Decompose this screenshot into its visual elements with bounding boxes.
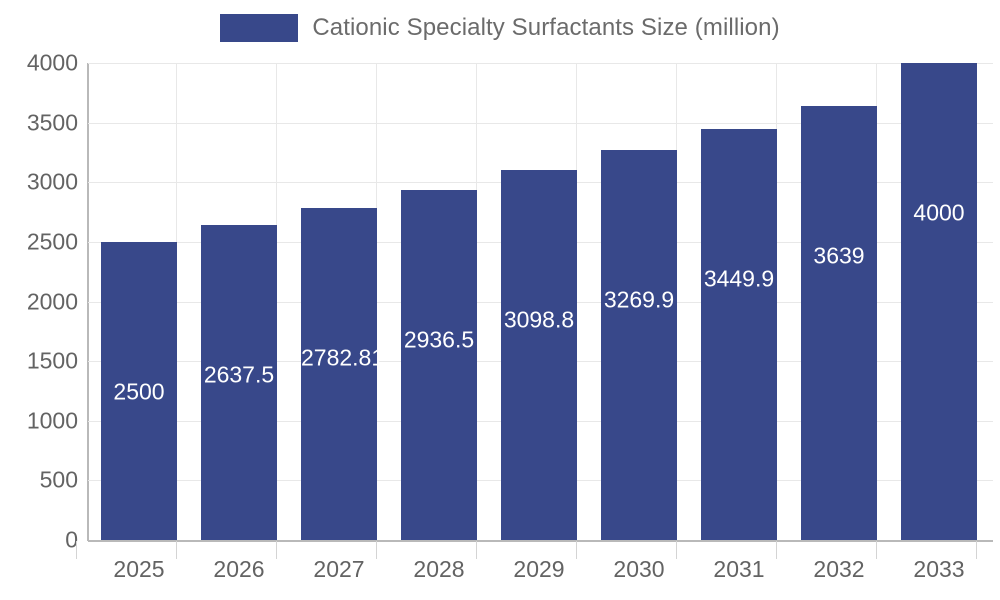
bar-item[interactable]: 4000 — [901, 63, 977, 540]
x-axis-tick-mark — [876, 541, 877, 559]
x-axis-tick-mark — [476, 541, 477, 559]
y-axis-tick-label: 4000 — [26, 49, 78, 76]
bar-rect[interactable] — [801, 106, 877, 540]
x-axis-tick-label: 2032 — [813, 556, 865, 582]
bar-series: 2500 2637.5 2782.81 2936.5 3098.8 3269.9 3449.… — [88, 63, 993, 540]
bar-item[interactable]: 3639 — [801, 63, 877, 540]
x-axis-tick-label: 2026 — [213, 556, 265, 582]
bar-item[interactable]: 2500 — [101, 63, 177, 540]
chart-legend: Cationic Specialty Surfactants Size (mil… — [0, 10, 1000, 46]
y-axis-tick-labels: 0 500 1000 1500 2000 2500 3000 3500 4000 — [0, 50, 86, 553]
bar-rect[interactable] — [301, 208, 377, 540]
y-axis-tick-label: 2000 — [26, 288, 78, 314]
bar-value-label: 2936.5 — [403, 326, 475, 353]
x-axis-tick-label: 2031 — [713, 556, 765, 582]
x-axis-tick-label: 2027 — [313, 556, 365, 582]
bar-rect[interactable] — [901, 63, 977, 540]
x-axis-tick-mark — [576, 541, 577, 559]
plot-area: 2500 2637.5 2782.81 2936.5 3098.8 3269.9 3449.… — [88, 63, 993, 542]
x-axis-tick-label: 2028 — [413, 556, 465, 582]
y-axis-tick-label: 3500 — [26, 109, 78, 136]
y-axis-tick-label: 2500 — [26, 228, 78, 255]
legend-color-swatch — [220, 14, 299, 42]
bar-rect[interactable] — [401, 189, 477, 540]
bar-item[interactable]: 3098.8 — [501, 63, 577, 540]
gridline — [88, 540, 993, 542]
bar-item[interactable]: 2637.5 — [201, 63, 277, 540]
bar-value-label: 2637.5 — [203, 361, 275, 388]
bar-rect[interactable] — [601, 150, 677, 540]
x-axis-tick-mark — [776, 541, 777, 559]
y-axis-tick-label: 0 — [65, 526, 78, 553]
x-axis-tick-mark — [676, 541, 677, 559]
legend-label: Cationic Specialty Surfactants Size (mil… — [312, 14, 780, 41]
y-axis-tick-label: 1500 — [26, 347, 78, 374]
bar-rect[interactable] — [501, 170, 577, 540]
bar-value-label: 2500 — [113, 378, 165, 405]
y-axis-tick-label: 1000 — [26, 407, 78, 434]
bar-value-label: 3639 — [813, 242, 865, 269]
gridline — [88, 122, 993, 124]
legend-item-cationic-specialty-surfactants[interactable]: Cationic Specialty Surfactants Size (mil… — [220, 14, 780, 42]
bar-rect[interactable] — [701, 128, 777, 540]
x-axis-tick-label: 2033 — [913, 556, 965, 582]
x-axis-tick-label: 2025 — [113, 556, 165, 582]
bar-item[interactable]: 2782.81 — [301, 63, 385, 540]
x-axis-tick-label: 2030 — [613, 556, 665, 582]
gridline — [88, 63, 993, 64]
x-axis-tick-mark — [976, 541, 977, 559]
y-axis-tick-label: 500 — [39, 466, 78, 493]
y-axis-tick-label: 3000 — [26, 168, 78, 195]
x-axis-tick-mark — [76, 541, 77, 559]
bar-rect[interactable] — [201, 225, 277, 540]
x-axis-tick-mark — [376, 541, 377, 559]
bar-value-label: 3449.9 — [703, 265, 775, 292]
x-axis-tick-mark — [276, 541, 277, 559]
x-axis-tick-label: 2029 — [513, 556, 565, 582]
bar-rect[interactable] — [101, 241, 177, 540]
bar-value-label: 4000 — [913, 199, 965, 226]
bar-value-label: 3098.8 — [503, 306, 575, 333]
bar-item[interactable]: 3449.9 — [701, 63, 777, 540]
bar-value-label: 2782.81 — [301, 344, 385, 371]
bar-item[interactable]: 3269.9 — [601, 63, 677, 540]
bar-value-label: 3269.9 — [603, 286, 675, 313]
x-axis-tick-mark — [176, 541, 177, 559]
bar-item[interactable]: 2936.5 — [401, 63, 477, 540]
